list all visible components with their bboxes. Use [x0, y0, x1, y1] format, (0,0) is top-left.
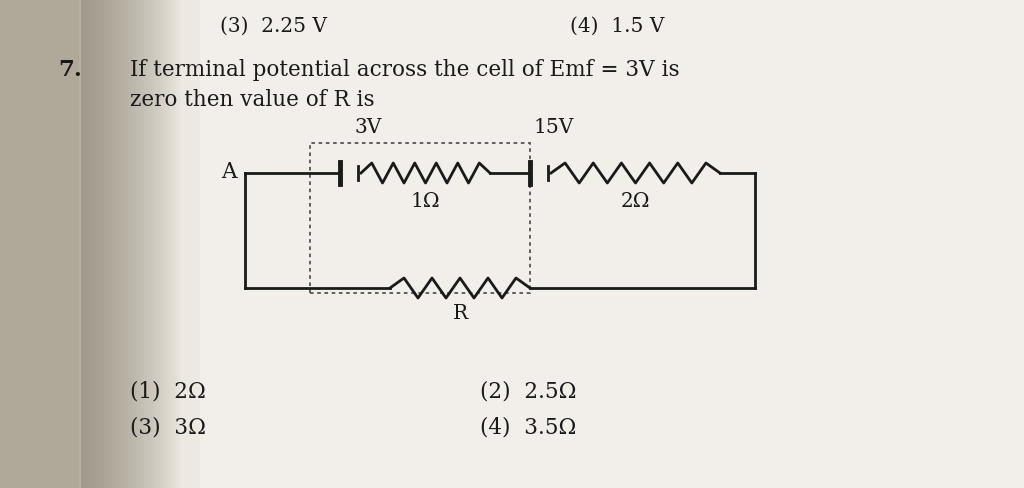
Text: (3)  3Ω: (3) 3Ω	[130, 416, 206, 438]
Text: (2)  2.5Ω: (2) 2.5Ω	[480, 380, 577, 402]
Text: If terminal potential across the cell of Emf = 3V is: If terminal potential across the cell of…	[130, 59, 680, 81]
Text: 3V: 3V	[355, 118, 382, 137]
Text: A: A	[221, 161, 237, 183]
Text: (4)  1.5 V: (4) 1.5 V	[570, 17, 665, 36]
Bar	[200, 0, 1024, 488]
Text: 7.: 7.	[58, 59, 82, 81]
Text: 15V: 15V	[534, 118, 573, 137]
Bar	[0, 0, 120, 488]
Text: zero then value of R is: zero then value of R is	[130, 89, 375, 111]
Text: 2Ω: 2Ω	[621, 192, 650, 210]
Text: R: R	[453, 304, 468, 323]
Text: (4)  3.5Ω: (4) 3.5Ω	[480, 416, 577, 438]
Text: (3)  2.25 V: (3) 2.25 V	[220, 17, 327, 36]
Text: (1)  2Ω: (1) 2Ω	[130, 380, 206, 402]
Text: 1Ω: 1Ω	[411, 192, 440, 210]
Bar	[310, 143, 530, 293]
